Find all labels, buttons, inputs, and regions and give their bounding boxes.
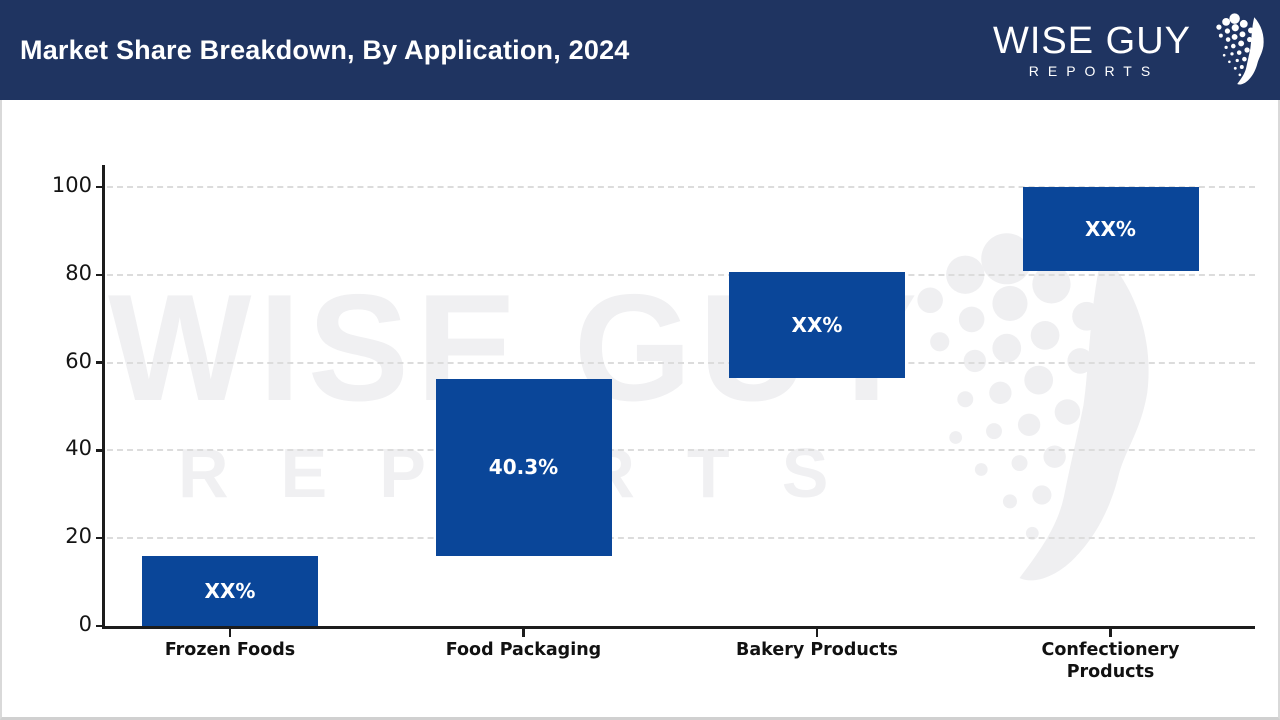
x-axis-label-confectionery-products: Confectionery Products <box>1041 640 1180 682</box>
gridline-20 <box>107 537 1255 540</box>
y-axis-tick-mark-60 <box>96 361 105 364</box>
bar-food-packaging: 40.3% <box>435 378 612 556</box>
x-axis-tick-mark-frozen-foods <box>228 629 232 637</box>
x-axis-label-food-packaging: Food Packaging <box>445 640 602 660</box>
y-axis-tick-label-60: 60 <box>65 348 92 373</box>
y-axis-tick-label-0: 0 <box>78 612 92 636</box>
y-axis-tick-label-80: 80 <box>65 260 92 285</box>
y-axis-tick-mark-80 <box>96 273 105 277</box>
y-axis-tick-label-20: 20 <box>65 524 92 549</box>
y-axis-tick-mark-100 <box>96 185 105 189</box>
bar-bakery-products: XX% <box>729 272 905 378</box>
gridline-100 <box>107 186 1255 188</box>
bar-label-confectionery-products: XX% <box>1085 216 1136 241</box>
gridline-40 <box>107 449 1255 452</box>
gridline-80 <box>107 273 1255 276</box>
bar-label-bakery-products: XX% <box>791 312 843 337</box>
y-axis-tick-mark-40 <box>96 449 105 452</box>
bar-label-food-packaging: 40.3% <box>488 455 559 480</box>
page-title: Market Share Breakdown, By Application, … <box>20 34 630 65</box>
logo-subtitle: REPORTS <box>1028 63 1160 79</box>
bar-frozen-foods: XX% <box>142 555 318 626</box>
x-axis-tick-mark-confectionery-products <box>1109 629 1112 637</box>
x-axis-tick-mark-food-packaging <box>522 629 525 637</box>
logo-text: WISE GUY REPORTS <box>993 22 1191 78</box>
bar-label-frozen-foods: XX% <box>204 578 256 603</box>
header: Market Share Breakdown, By Application, … <box>0 0 1280 100</box>
bar-confectionery-products: XX% <box>1022 187 1199 271</box>
wiseguy-logo: WISE GUY REPORTS <box>993 12 1266 88</box>
x-axis-label-frozen-foods: Frozen Foods <box>164 640 296 660</box>
x-axis-label-bakery-products: Bakery Products <box>736 640 898 660</box>
y-axis-line <box>102 165 105 629</box>
x-axis-line <box>102 626 1255 629</box>
y-axis-tick-mark-20 <box>96 536 105 540</box>
y-axis-tick-label-40: 40 <box>65 436 92 461</box>
x-axis-tick-mark-bakery-products <box>815 629 819 637</box>
y-axis-tick-label-100: 100 <box>51 173 92 197</box>
gridline-60 <box>107 361 1255 364</box>
logo-head-icon <box>1198 12 1266 88</box>
y-axis-tick-mark-0 <box>96 624 105 628</box>
logo-wordmark: WISE GUY <box>992 20 1191 62</box>
